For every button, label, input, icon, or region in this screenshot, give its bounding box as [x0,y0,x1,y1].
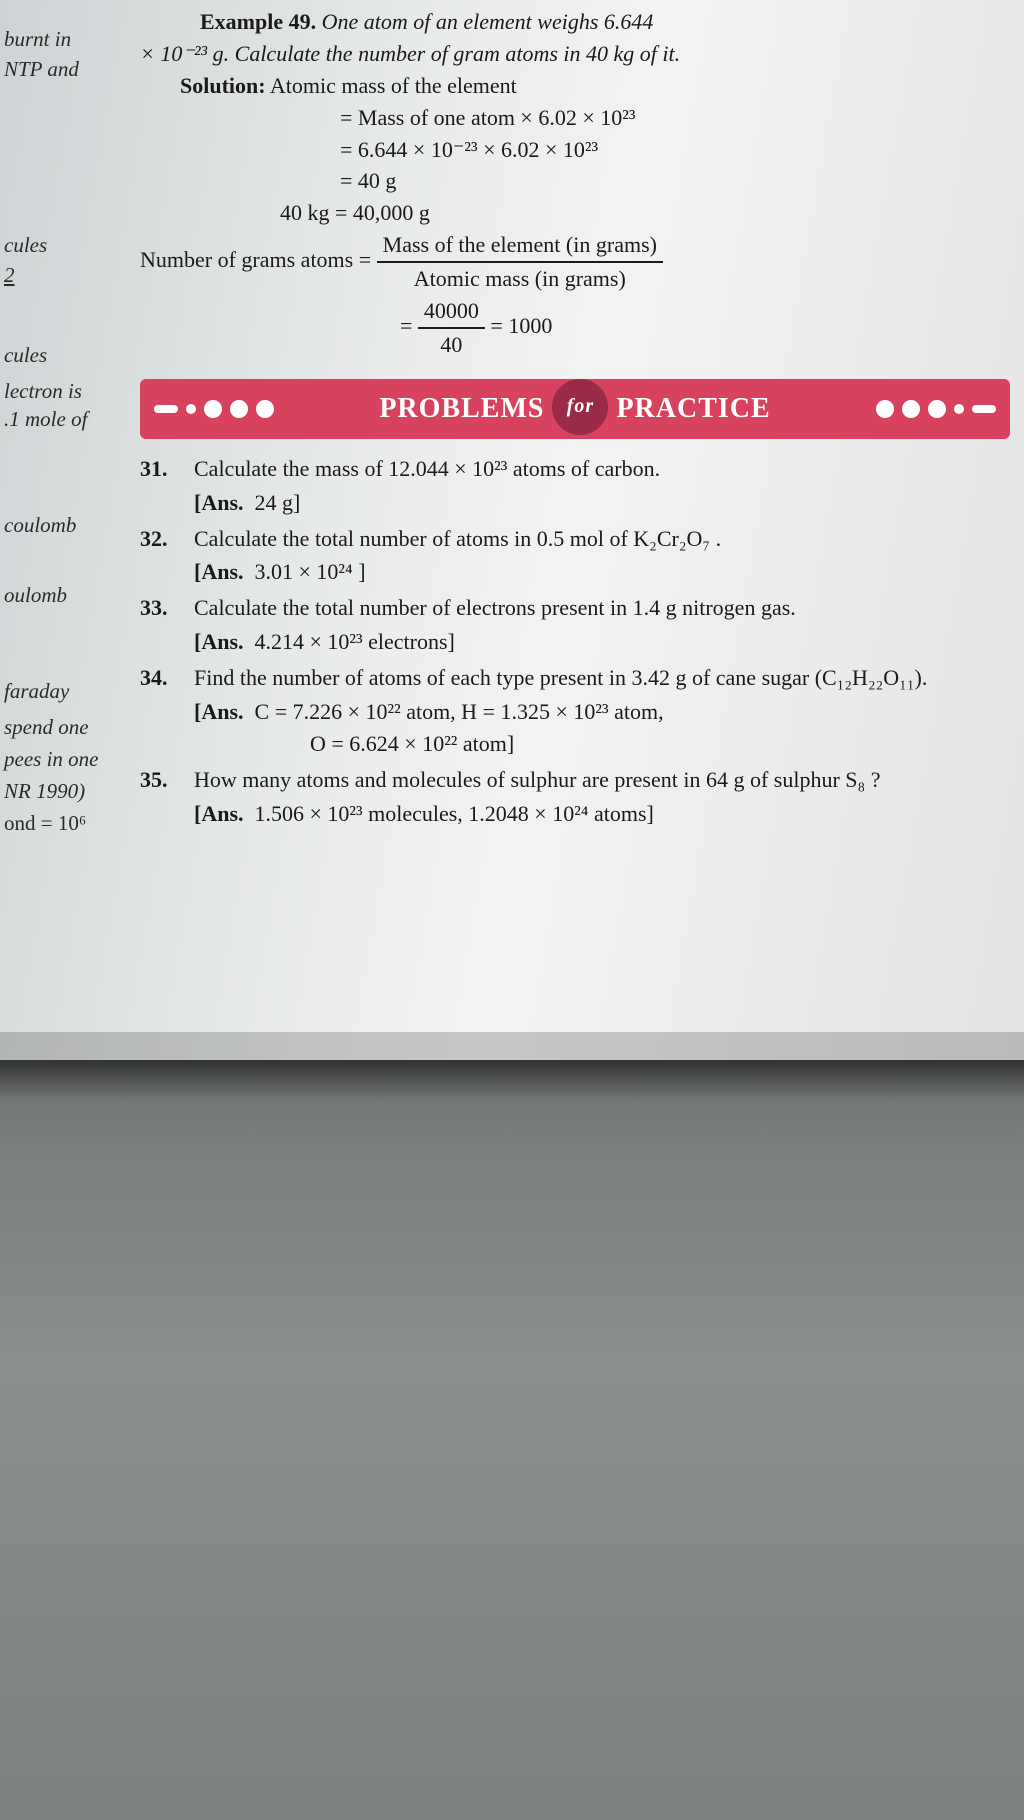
eq-line: = 6.644 × 10⁻²³ × 6.02 × 10²³ [340,134,1010,166]
answer-label: [Ans. [194,490,244,515]
frag: lectron is [4,376,126,406]
problem-number: 33. [140,592,194,624]
problem-item: 34. Find the number of atoms of each typ… [140,662,1010,694]
problem-text: Calculate the total number of atoms in 0… [194,523,1010,555]
dot-icon [928,400,946,418]
answer-label: [Ans. [194,629,244,654]
dot-icon [902,400,920,418]
frag: 2 [4,260,126,290]
problem-number: 32. [140,523,194,555]
answer-value: 1.506 × 10²³ molecules, 1.2048 × 10²⁴ at… [255,801,654,826]
eq-rhs: = 1000 [490,313,552,338]
example-block: Example 49. One atom of an element weigh… [140,6,1010,361]
example-text-b: × 10⁻²³ g. Calculate the number of gram … [140,38,1010,70]
eq-line-frac: = 40000 40 = 1000 [400,295,1010,361]
dot-icon [154,405,178,413]
frag: .1 mole of [4,404,126,434]
banner-word-right: PRACTICE [616,389,770,430]
banner-dots-left [154,400,274,418]
left-margin-fragments: burnt in NTP and cules 2 cules lectron i… [0,0,130,1060]
problem-text: Find the number of atoms of each type pr… [194,662,1010,694]
problem-text: Calculate the mass of 12.044 × 10²³ atom… [194,453,1010,485]
answer-value: C = 7.226 × 10²² atom, H = 1.325 × 10²³ … [255,699,664,724]
problem-text: Calculate the total number of electrons … [194,592,1010,624]
banner-bubble: for [552,379,608,435]
frag: NTP and [4,54,126,84]
answer-value: 3.01 × 10²⁴ ] [255,559,366,584]
dot-icon [186,404,196,414]
banner-word-left: PROBLEMS [379,389,544,430]
problem-number: 31. [140,453,194,485]
answer-value: 4.214 × 10²³ electrons] [255,629,455,654]
problem-item: 32. Calculate the total number of atoms … [140,523,1010,555]
frag: faraday [4,676,126,706]
example-text-a: One atom of an element weighs 6.644 [322,9,654,34]
dot-icon [230,400,248,418]
frag: oulomb [4,580,126,610]
denominator: Atomic mass (in grams) [377,263,663,295]
dot-icon [204,400,222,418]
fraction: 40000 40 [418,295,485,361]
dot-icon [256,400,274,418]
problem-answer: [Ans. 1.506 × 10²³ molecules, 1.2048 × 1… [194,798,1010,830]
eq-lhs: Number of grams atoms = [140,247,371,272]
eq-line: = 40 g [340,165,1010,197]
desk-surface [0,1060,1024,1820]
dot-icon [876,400,894,418]
problem-answer: [Ans. 3.01 × 10²⁴ ] [194,556,1010,588]
page-bottom-shade [0,1032,1024,1060]
solution-a: Atomic mass of the element [270,73,517,98]
numerator: 40000 [418,295,485,329]
eq-line: = Mass of one atom × 6.02 × 10²³ [340,102,1010,134]
answer-label: [Ans. [194,559,244,584]
dot-icon [972,405,996,413]
frag: pees in one [4,744,126,774]
answer-value: 24 g] [255,490,301,515]
problems-banner: PROBLEMS for PRACTICE [140,379,1010,439]
problem-answer: [Ans. 4.214 × 10²³ electrons] [194,626,1010,658]
problem-item: 35. How many atoms and molecules of sulp… [140,764,1010,796]
problem-number: 34. [140,662,194,694]
numerator: Mass of the element (in grams) [377,229,663,263]
fraction: Mass of the element (in grams) Atomic ma… [377,229,663,295]
solution-label: Solution: [180,73,266,98]
problem-answer-cont: O = 6.624 × 10²² atom] [310,728,1010,760]
frag: ond = 10⁶ [4,808,126,838]
textbook-page: burnt in NTP and cules 2 cules lectron i… [0,0,1024,1060]
frag: coulomb [4,510,126,540]
frag: burnt in [4,24,126,54]
answer-label: [Ans. [194,801,244,826]
problem-answer: [Ans. 24 g] [194,487,1010,519]
example-label: Example 49. [200,9,316,34]
page-shadow [0,1060,1024,1100]
problem-item: 33. Calculate the total number of electr… [140,592,1010,624]
problem-number: 35. [140,764,194,796]
frag: NR 1990) [4,776,126,806]
problem-list: 31. Calculate the mass of 12.044 × 10²³ … [140,453,1010,830]
answer-label: [Ans. [194,699,244,724]
eq-line: 40 kg = 40,000 g [280,197,1010,229]
problem-answer: [Ans. C = 7.226 × 10²² atom, H = 1.325 ×… [194,696,1010,728]
main-content: Example 49. One atom of an element weigh… [140,6,1010,830]
frag: spend one [4,712,126,742]
dot-icon [954,404,964,414]
frag: cules [4,230,126,260]
problem-text: How many atoms and molecules of sulphur … [194,764,1010,796]
frag: cules [4,340,126,370]
eq-line-frac: Number of grams atoms = Mass of the elem… [140,229,1010,295]
banner-dots-right [876,400,996,418]
problem-item: 31. Calculate the mass of 12.044 × 10²³ … [140,453,1010,485]
denominator: 40 [418,329,485,361]
page: burnt in NTP and cules 2 cules lectron i… [0,0,1024,1820]
